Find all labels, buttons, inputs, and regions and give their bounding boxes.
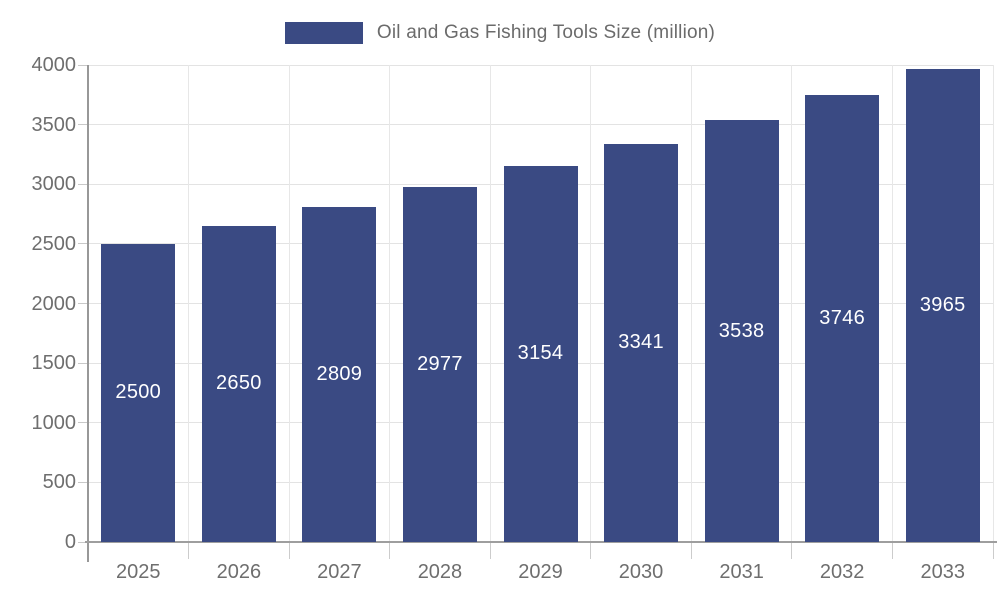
bar: 2650 [201, 225, 276, 542]
x-tick [188, 543, 190, 559]
gridline-v [992, 65, 994, 542]
x-tick [288, 543, 290, 559]
x-tick [590, 543, 592, 559]
y-tick [78, 481, 88, 483]
bar: 2809 [302, 207, 377, 542]
x-axis-label: 2033 [920, 561, 965, 583]
x-tick [489, 543, 491, 559]
gridline-v [791, 65, 793, 542]
y-axis-label: 2000 [31, 292, 77, 315]
y-tick [78, 541, 88, 543]
bar-value-label: 3341 [618, 331, 664, 354]
bar: 3746 [805, 95, 880, 542]
plot-area: 0 500 1000 1500 2000 2500 3000 3500 4000 2500 2025… [32, 55, 997, 583]
y-tick [78, 64, 88, 66]
y-axis-line [87, 65, 89, 562]
x-tick [992, 543, 994, 559]
bar: 3538 [704, 120, 779, 542]
y-tick [78, 303, 88, 304]
bar: 3341 [604, 143, 679, 542]
gridline-v [489, 65, 491, 542]
y-axis-label: 500 [42, 471, 76, 494]
y-axis-label: 1000 [31, 411, 77, 434]
bar: 2500 [101, 243, 176, 542]
gridline-v [288, 65, 290, 542]
x-axis-label: 2026 [216, 561, 262, 583]
bar-value-label: 3746 [819, 307, 865, 330]
legend[interactable]: Oil and Gas Fishing Tools Size (million) [0, 22, 1000, 44]
y-tick [78, 362, 88, 364]
x-axis-line [85, 541, 997, 543]
x-axis-label: 2025 [116, 561, 161, 583]
bar-value-label: 3538 [718, 319, 765, 342]
y-tick [78, 422, 88, 424]
x-axis-label: 2027 [317, 561, 362, 583]
y-axis-label: 2500 [31, 232, 77, 255]
gridline-h [88, 124, 993, 126]
bar-value-label: 2977 [417, 352, 463, 375]
gridline-v [590, 65, 592, 542]
x-tick [791, 543, 793, 559]
y-tick [78, 124, 88, 126]
y-axis-label: 1500 [31, 352, 77, 375]
gridline-v [188, 65, 190, 542]
bar-value-label: 3154 [517, 342, 564, 365]
gridline-h [88, 64, 993, 66]
gridline-v [891, 65, 893, 542]
bar-value-label: 3965 [919, 294, 966, 317]
y-tick [78, 183, 88, 185]
x-tick [389, 543, 391, 559]
y-axis-label: 3500 [31, 113, 77, 136]
gridline-v [389, 65, 391, 542]
bar-value-label: 2809 [316, 363, 363, 385]
x-axis-label: 2030 [618, 561, 664, 583]
y-tick [78, 243, 88, 245]
x-axis-label: 2031 [719, 561, 764, 583]
legend-swatch [284, 22, 363, 44]
x-axis-label: 2029 [518, 561, 563, 583]
y-axis-label: 0 [64, 531, 76, 553]
x-axis-label: 2028 [417, 561, 463, 583]
y-axis-label: 4000 [31, 54, 77, 76]
bar: 2977 [402, 186, 477, 542]
x-axis-label: 2032 [819, 561, 865, 583]
bar: 3154 [503, 165, 578, 542]
legend-label: Oil and Gas Fishing Tools Size (million) [376, 22, 716, 43]
x-tick [690, 543, 692, 559]
gridline-v [690, 65, 692, 542]
bar: 3965 [905, 69, 980, 542]
bar-value-label: 2650 [215, 372, 262, 395]
y-axis-label: 3000 [31, 173, 77, 196]
bar-value-label: 2500 [115, 381, 162, 404]
x-tick [891, 543, 893, 559]
